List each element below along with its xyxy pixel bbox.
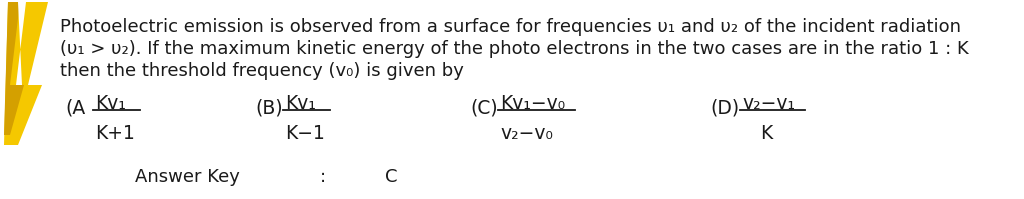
Text: (C): (C) (470, 99, 498, 117)
Text: Kv₁: Kv₁ (95, 94, 126, 113)
Text: Kv₁: Kv₁ (285, 94, 315, 113)
Text: (υ₁ > υ₂). If the maximum kinetic energy of the photo electrons in the two cases: (υ₁ > υ₂). If the maximum kinetic energy… (60, 40, 969, 58)
Text: Photoelectric emission is observed from a surface for frequencies υ₁ and υ₂ of t: Photoelectric emission is observed from … (60, 18, 961, 36)
Text: K−1: K−1 (285, 124, 325, 143)
Polygon shape (16, 2, 26, 85)
Text: K: K (760, 124, 772, 143)
Text: :: : (319, 168, 326, 186)
Polygon shape (4, 2, 48, 145)
Polygon shape (4, 2, 24, 135)
Text: C: C (385, 168, 397, 186)
Text: Kv₁−v₀: Kv₁−v₀ (500, 94, 565, 113)
Text: (A: (A (65, 99, 85, 117)
Text: v₂−v₀: v₂−v₀ (500, 124, 553, 143)
Text: K+1: K+1 (95, 124, 135, 143)
Text: v₂−v₁: v₂−v₁ (742, 94, 795, 113)
Text: (B): (B) (255, 99, 283, 117)
Text: (D): (D) (710, 99, 739, 117)
Text: then the threshold frequency (v₀) is given by: then the threshold frequency (v₀) is giv… (60, 62, 464, 80)
Text: Answer Key: Answer Key (135, 168, 240, 186)
